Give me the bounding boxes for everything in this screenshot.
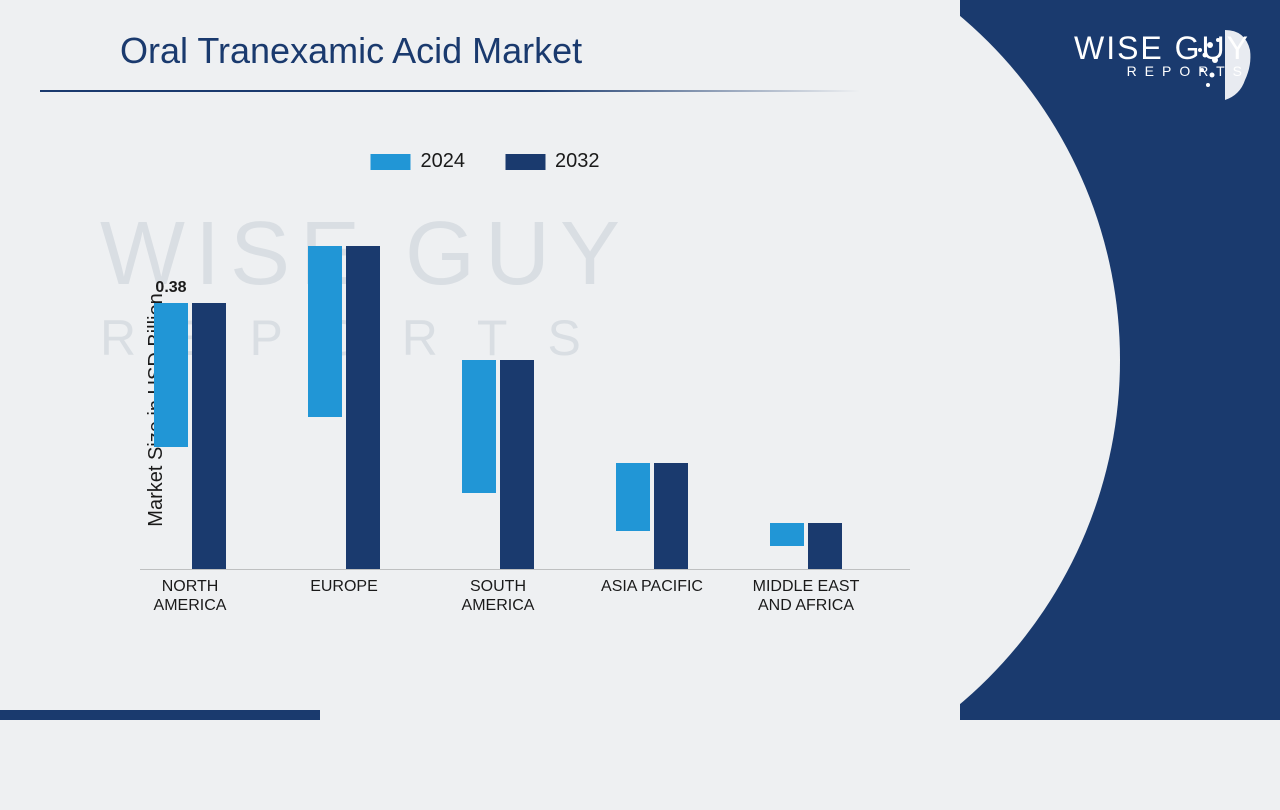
legend-label-2024: 2024 xyxy=(421,150,466,173)
bar xyxy=(500,360,534,569)
legend-label-2032: 2032 xyxy=(555,150,600,173)
bar-group: SOUTH AMERICA xyxy=(448,360,548,569)
x-axis-label: MIDDLE EAST AND AFRICA xyxy=(746,577,866,615)
legend-item-2024: 2024 xyxy=(371,150,466,173)
bar-value-label: 0.38 xyxy=(155,279,186,297)
bar xyxy=(616,463,650,531)
right-panel xyxy=(960,0,1280,720)
bottom-accent-bar xyxy=(0,710,320,720)
legend-item-2032: 2032 xyxy=(505,150,600,173)
bar xyxy=(192,303,226,569)
logo: WISE GUY REPORTS xyxy=(1074,30,1250,79)
bar xyxy=(308,246,342,417)
legend-swatch-2032 xyxy=(505,154,545,170)
bar-group: EUROPE xyxy=(294,246,394,569)
bar xyxy=(346,246,380,569)
bar xyxy=(808,523,842,569)
legend: 2024 2032 xyxy=(371,150,600,173)
x-axis-label: NORTH AMERICA xyxy=(130,577,250,615)
logo-head-icon xyxy=(1190,25,1260,105)
plot-area: 0.38NORTH AMERICA EUROPE SOUTH AMERICA ASIA… xyxy=(140,190,910,570)
x-axis-label: SOUTH AMERICA xyxy=(438,577,558,615)
bar xyxy=(654,463,688,569)
page-title: Oral Tranexamic Acid Market xyxy=(120,30,582,72)
x-axis-label: ASIA PACIFIC xyxy=(592,577,712,596)
bar-group: ASIA PACIFIC xyxy=(602,463,702,569)
bar: 0.38 xyxy=(154,303,188,447)
bar-group: 0.38NORTH AMERICA xyxy=(140,303,240,569)
title-underline xyxy=(40,90,860,92)
x-axis-label: EUROPE xyxy=(284,577,404,596)
legend-swatch-2024 xyxy=(371,154,411,170)
chart-area: Market Size in USD Billion 2024 2032 0.3… xyxy=(60,150,910,670)
bar xyxy=(462,360,496,493)
bar xyxy=(770,523,804,546)
bar-group: MIDDLE EAST AND AFRICA xyxy=(756,523,856,569)
